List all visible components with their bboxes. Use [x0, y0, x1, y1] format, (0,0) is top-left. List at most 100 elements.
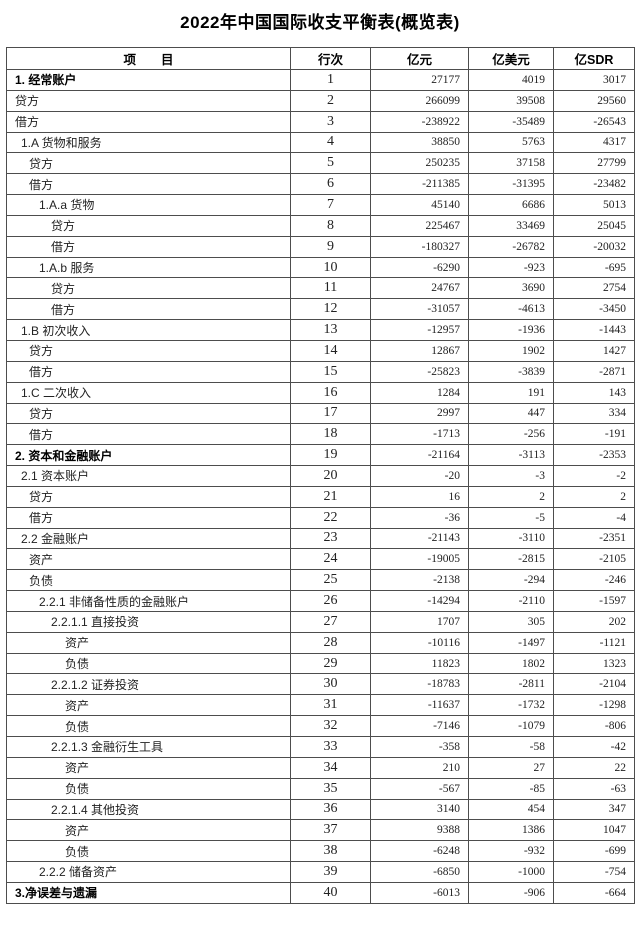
- line-number: 2: [290, 89, 371, 112]
- table-row: 负债 29 11823 1802 1323: [6, 652, 635, 675]
- value-sdr: 202: [553, 610, 635, 633]
- value-usd: -906: [468, 881, 554, 904]
- value-cny: -20: [370, 465, 469, 487]
- table-row: 2.2 金融账户 23 -21143 -3110 -2351: [6, 527, 635, 550]
- item-label: 2.2.1.2 证券投资: [6, 673, 291, 696]
- item-label: 1.A.a 货物: [6, 194, 291, 216]
- value-cny: 24767: [370, 277, 469, 300]
- value-cny: -19005: [370, 548, 469, 571]
- value-sdr: -1298: [553, 694, 635, 717]
- item-label: 1. 经常账户: [6, 69, 291, 91]
- item-label: 负债: [6, 652, 291, 675]
- value-usd: 305: [468, 610, 554, 633]
- value-cny: 3140: [370, 798, 469, 821]
- value-cny: -10116: [370, 631, 469, 654]
- line-number: 13: [290, 319, 371, 341]
- value-usd: 3690: [468, 277, 554, 300]
- value-sdr: -63: [553, 777, 635, 800]
- value-cny: -21164: [370, 444, 469, 467]
- item-label: 借方: [6, 110, 291, 133]
- value-usd: -1000: [468, 861, 554, 883]
- item-label: 贷方: [6, 402, 291, 425]
- value-cny: -211385: [370, 173, 469, 196]
- table-row: 1.C 二次收入 16 1284 191 143: [6, 381, 635, 404]
- value-sdr: -23482: [553, 173, 635, 196]
- value-cny: 45140: [370, 194, 469, 216]
- value-usd: -3113: [468, 444, 554, 467]
- value-usd: 5763: [468, 131, 554, 154]
- value-usd: -3110: [468, 527, 554, 550]
- line-number: 5: [290, 152, 371, 175]
- table-row: 借方 3 -238922 -35489 -26543: [6, 110, 635, 133]
- value-cny: -567: [370, 777, 469, 800]
- item-label: 贷方: [6, 152, 291, 175]
- value-sdr: 27799: [553, 152, 635, 175]
- item-label: 资产: [6, 694, 291, 717]
- table-row: 贷方 17 2997 447 334: [6, 402, 635, 425]
- table-row: 1. 经常账户 1 27177 4019 3017: [6, 69, 635, 91]
- value-sdr: -26543: [553, 110, 635, 133]
- value-usd: 2: [468, 485, 554, 508]
- item-label: 2.2.1.3 金融衍生工具: [6, 736, 291, 758]
- value-sdr: -246: [553, 569, 635, 592]
- item-label: 2.2.1.1 直接投资: [6, 610, 291, 633]
- value-usd: -2110: [468, 590, 554, 612]
- value-sdr: 3017: [553, 69, 635, 91]
- table-row: 负债 25 -2138 -294 -246: [6, 569, 635, 592]
- table-row: 借方 6 -211385 -31395 -23482: [6, 173, 635, 196]
- item-label: 负债: [6, 715, 291, 737]
- line-number: 9: [290, 235, 371, 258]
- value-usd: -1079: [468, 715, 554, 737]
- value-cny: 27177: [370, 69, 469, 91]
- value-usd: -1497: [468, 631, 554, 654]
- line-number: 1: [290, 69, 371, 91]
- value-cny: -18783: [370, 673, 469, 696]
- line-number: 3: [290, 110, 371, 133]
- value-cny: -14294: [370, 590, 469, 612]
- col-header-sdr: 亿SDR: [553, 47, 635, 70]
- item-label: 3.净误差与遗漏: [6, 881, 291, 904]
- line-number: 32: [290, 715, 371, 737]
- value-usd: -1732: [468, 694, 554, 717]
- value-cny: -31057: [370, 298, 469, 321]
- value-sdr: -664: [553, 881, 635, 904]
- table-row: 1.A.a 货物 7 45140 6686 5013: [6, 194, 635, 216]
- page: 2022年中国国际收支平衡表(概览表) 项 目 行次 亿元 亿美元 亿SDR 1…: [6, 13, 635, 904]
- item-label: 负债: [6, 569, 291, 592]
- table-row: 2.2.2 储备资产 39 -6850 -1000 -754: [6, 861, 635, 883]
- value-cny: -21143: [370, 527, 469, 550]
- item-label: 借方: [6, 173, 291, 196]
- item-label: 借方: [6, 360, 291, 383]
- col-header-item: 项 目: [6, 47, 291, 70]
- value-usd: -4613: [468, 298, 554, 321]
- value-usd: -294: [468, 569, 554, 592]
- table-row: 借方 12 -31057 -4613 -3450: [6, 298, 635, 321]
- balance-of-payments-table: 项 目 行次 亿元 亿美元 亿SDR 1. 经常账户 1 27177 4019 …: [6, 47, 635, 904]
- table-row: 资产 28 -10116 -1497 -1121: [6, 631, 635, 654]
- value-sdr: -806: [553, 715, 635, 737]
- line-number: 37: [290, 819, 371, 842]
- line-number: 10: [290, 256, 371, 279]
- table-row: 3.净误差与遗漏 40 -6013 -906 -664: [6, 881, 635, 904]
- table-row: 贷方 21 16 2 2: [6, 485, 635, 508]
- item-label: 资产: [6, 631, 291, 654]
- value-usd: 191: [468, 381, 554, 404]
- line-number: 26: [290, 590, 371, 612]
- value-cny: -6013: [370, 881, 469, 904]
- line-number: 31: [290, 694, 371, 717]
- table-row: 1.A 货物和服务 4 38850 5763 4317: [6, 131, 635, 154]
- value-usd: -3839: [468, 360, 554, 383]
- value-sdr: -754: [553, 861, 635, 883]
- page-title: 2022年中国国际收支平衡表(概览表): [180, 13, 460, 32]
- item-label: 1.C 二次收入: [6, 381, 291, 404]
- table-row: 2. 资本和金融账户 19 -21164 -3113 -2353: [6, 444, 635, 467]
- header-row: 项 目 行次 亿元 亿美元 亿SDR: [6, 47, 635, 70]
- line-number: 30: [290, 673, 371, 696]
- value-cny: -11637: [370, 694, 469, 717]
- value-sdr: 1047: [553, 819, 635, 842]
- value-cny: 38850: [370, 131, 469, 154]
- line-number: 15: [290, 360, 371, 383]
- value-usd: 39508: [468, 89, 554, 112]
- table-row: 借方 9 -180327 -26782 -20032: [6, 235, 635, 258]
- line-number: 27: [290, 610, 371, 633]
